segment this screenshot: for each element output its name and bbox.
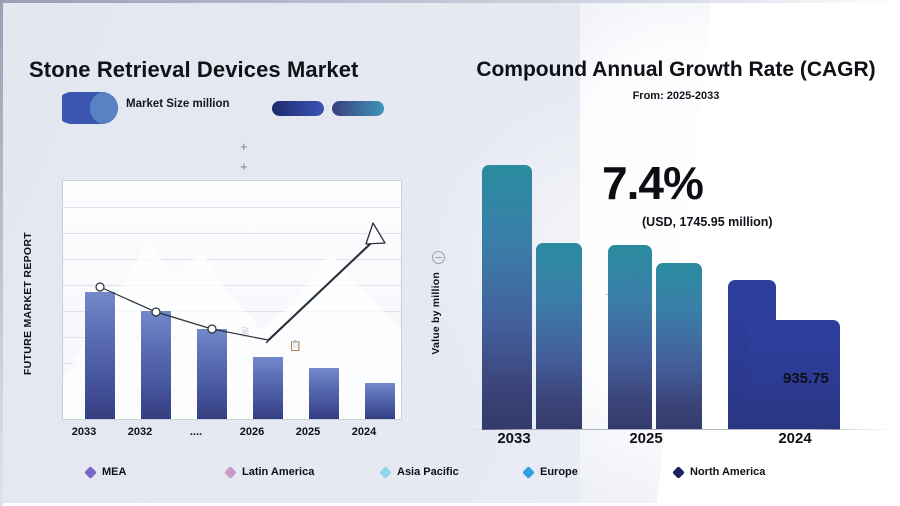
left-xtick-2025: 2025 [295, 426, 321, 438]
right-xtick-2025: 2025 [629, 430, 663, 447]
right-bar-2033-a [482, 165, 532, 430]
left-bar-2024 [365, 383, 395, 419]
legend-item-asia-pacific[interactable]: Asia Pacific [379, 465, 524, 479]
legend-label: Latin America [242, 466, 315, 478]
cagr-note: (USD, 1745.95 million) [642, 215, 773, 229]
right-xtick-2033: 2033 [497, 430, 531, 447]
right-bar-2025-a [608, 245, 652, 430]
panel-left-edge [0, 0, 3, 506]
legend-item-latin-america[interactable]: Latin America [224, 465, 381, 479]
left-xtick-2032: 2032 [127, 426, 153, 438]
cagr-value: 7.4% [602, 157, 704, 209]
legend-item-mea[interactable]: MEA [84, 465, 226, 479]
grid-icon-faint: 📋 [289, 341, 302, 352]
left-xtick-2033: 2033 [71, 426, 97, 438]
legend-label: Asia Pacific [397, 466, 459, 478]
legend-swatch-icon [379, 465, 392, 479]
left-xtick-dots: .... [189, 426, 203, 438]
plus-icon-upper: + [240, 139, 248, 154]
plus-icon-lower: + [240, 159, 248, 174]
legend-item-europe[interactable]: Europe [522, 465, 674, 479]
right-bar-2033-b [536, 243, 582, 430]
left-bar-2026 [253, 357, 283, 419]
legend-label: MEA [102, 466, 127, 478]
panel-top-edge [0, 0, 900, 3]
legend-swatch-icon [672, 465, 685, 479]
right-bar-2025-b [656, 263, 702, 430]
left-bar-2025 [309, 368, 339, 419]
cagr-subtitle: From: 2025-2033 [632, 90, 720, 102]
series-pill-primary [272, 101, 324, 116]
left-bar-2032 [141, 311, 171, 419]
legend-label: Europe [540, 466, 578, 478]
left-bar-chart: 🗎 📋 [62, 180, 402, 420]
left-bar-dots [197, 329, 227, 419]
legend-swatch-icon [84, 465, 97, 479]
region-legend: MEA Latin America Asia Pacific Europe No… [84, 465, 766, 479]
left-xtick-2026: 2026 [239, 426, 265, 438]
pill-separator: : [327, 105, 329, 112]
trend-overlay [95, 222, 386, 344]
legend-item-north-america[interactable]: North America [672, 465, 766, 479]
legend-label: North America [690, 466, 766, 478]
page-title: Stone Retrieval Devices Market [29, 57, 359, 82]
series-pill-secondary [331, 101, 384, 116]
left-chart-right-axis-label: Value by million [430, 272, 442, 355]
document-icon-faint: 🗎 [241, 328, 250, 339]
circle-minus-icon [432, 251, 445, 264]
left-xtick-2024: 2024 [351, 426, 377, 438]
right-chart-value-label: 935.75 [783, 370, 829, 387]
hexagon-venn-logo [56, 92, 130, 124]
legend-swatch-icon [522, 465, 535, 479]
cagr-title: Compound Annual Growth Rate (CAGR) [476, 58, 876, 81]
right-xtick-2024: 2024 [778, 430, 812, 447]
legend-swatch-icon [224, 465, 237, 479]
left-chart-y-axis-label: FUTURE MARKET REPORT [22, 232, 34, 376]
left-bar-2033 [85, 292, 115, 419]
metric-label: Market Size million [126, 98, 230, 110]
right-bar-chart [460, 140, 900, 430]
right-chart-baseline [464, 429, 894, 430]
right-bar-2024-b [748, 320, 840, 430]
series-pill-group: : [272, 101, 384, 116]
